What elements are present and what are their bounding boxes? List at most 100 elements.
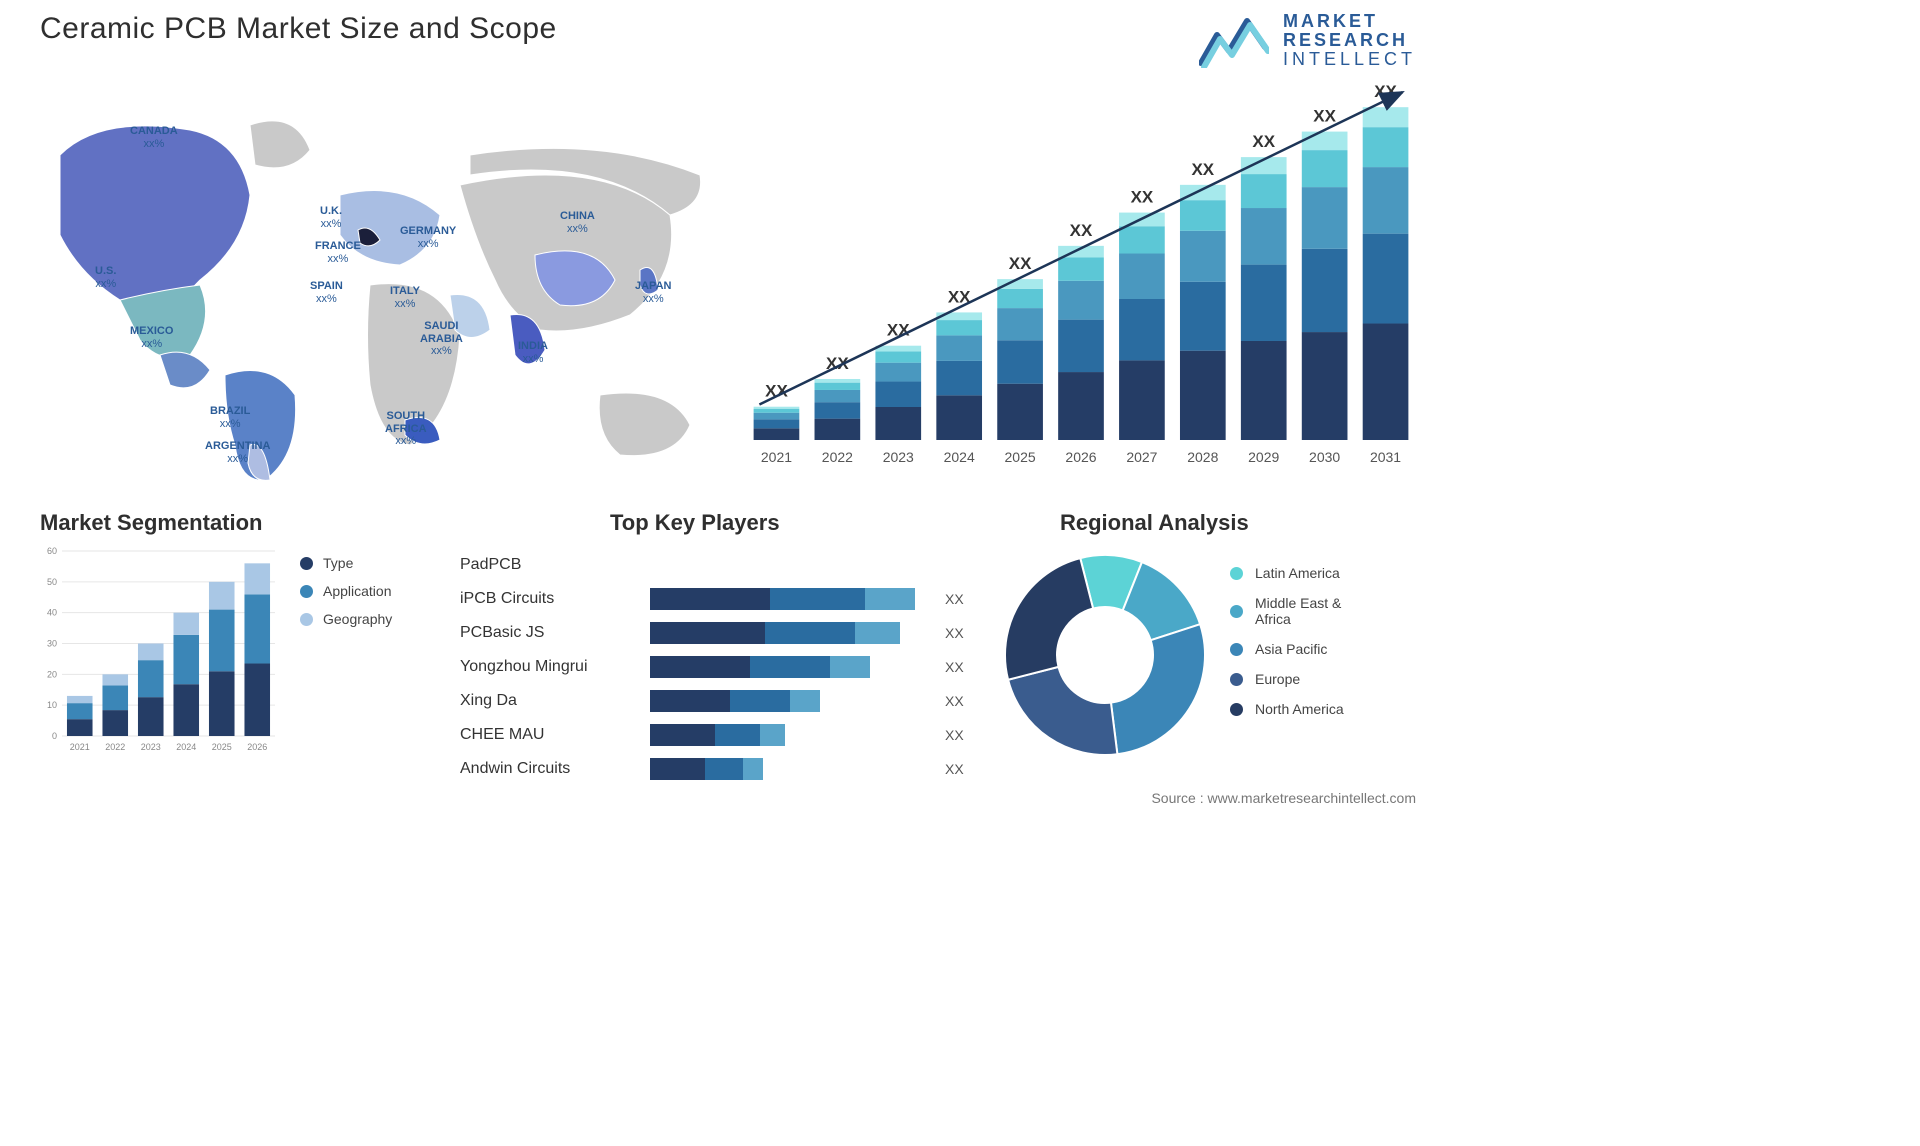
player-bar [650,656,930,678]
svg-text:2025: 2025 [1005,449,1036,465]
svg-text:XX: XX [1313,107,1336,126]
player-bar [650,758,930,780]
player-row: PadPCB [460,548,1000,582]
svg-text:XX: XX [1131,188,1154,207]
svg-text:2027: 2027 [1126,449,1157,465]
country-label: MEXICOxx% [130,325,173,350]
player-bar [650,724,930,746]
player-bar [650,588,930,610]
legend-item: North America [1230,701,1344,717]
logo-text: MARKET RESEARCH INTELLECT [1283,12,1416,69]
logo-line-1: MARKET [1283,12,1416,31]
regional-panel: Regional Analysis Latin AmericaMiddle Ea… [1000,510,1420,536]
country-label: GERMANYxx% [400,225,456,250]
player-row: Xing Da XX [460,684,1000,718]
segmentation-panel: Market Segmentation 0 10 20 30 40 50 60 2021 202… [40,510,440,761]
logo-mark-icon [1199,13,1269,68]
legend-item: Europe [1230,671,1344,687]
legend-item: Asia Pacific [1230,641,1344,657]
svg-text:2022: 2022 [105,742,125,752]
country-label: ARGENTINAxx% [205,440,270,465]
player-name: Andwin Circuits [460,760,650,778]
country-label: U.K.xx% [320,205,342,230]
player-row: PCBasic JS XX [460,616,1000,650]
page-root: Ceramic PCB Market Size and Scope MARKET… [0,0,1456,816]
logo-line-3: INTELLECT [1283,50,1416,69]
country-label: SAUDIARABIAxx% [420,320,463,358]
country-label: U.S.xx% [95,265,116,290]
player-value: XX [945,659,964,675]
svg-text:XX: XX [1191,160,1214,179]
svg-text:30: 30 [47,639,57,649]
svg-text:2023: 2023 [141,742,161,752]
svg-text:0: 0 [52,731,57,741]
svg-text:2024: 2024 [176,742,196,752]
country-label: ITALYxx% [390,285,420,310]
player-name: Yongzhou Mingrui [460,658,650,676]
country-label: SPAINxx% [310,280,343,305]
regional-donut-chart [1000,550,1210,760]
svg-text:60: 60 [47,546,57,556]
player-name: Xing Da [460,692,650,710]
svg-text:10: 10 [47,700,57,710]
country-label: JAPANxx% [635,280,671,305]
players-list: PadPCBiPCB CircuitsXXPCBasic JSXXYongzho… [460,548,1000,786]
country-label: BRAZILxx% [210,405,250,430]
country-label: FRANCExx% [315,240,361,265]
player-row: CHEE MAU XX [460,718,1000,752]
svg-text:2025: 2025 [212,742,232,752]
svg-text:2023: 2023 [883,449,914,465]
logo-line-2: RESEARCH [1283,31,1416,50]
page-title: Ceramic PCB Market Size and Scope [40,12,557,46]
player-value: XX [945,625,964,641]
svg-text:2021: 2021 [70,742,90,752]
svg-text:2030: 2030 [1309,449,1340,465]
segmentation-heading: Market Segmentation [40,510,440,536]
svg-text:2026: 2026 [247,742,267,752]
legend-item: Latin America [1230,565,1344,581]
player-name: CHEE MAU [460,726,650,744]
country-label: CHINAxx% [560,210,595,235]
svg-text:XX: XX [1009,254,1032,273]
legend-item: Application [300,583,392,599]
player-name: PCBasic JS [460,624,650,642]
brand-logo: MARKET RESEARCH INTELLECT [1199,12,1416,69]
svg-text:2024: 2024 [944,449,975,465]
svg-text:2028: 2028 [1187,449,1218,465]
svg-text:XX: XX [1252,132,1275,151]
segmentation-legend: TypeApplicationGeography [300,555,392,639]
player-value: XX [945,761,964,777]
player-row: Andwin Circuits XX [460,752,1000,786]
svg-text:20: 20 [47,669,57,679]
market-size-bar-chart: XX2021XX2022XX2023XX2024XX2025XX2026XX20… [746,85,1416,475]
svg-text:2029: 2029 [1248,449,1279,465]
svg-text:XX: XX [1374,85,1397,101]
country-label: SOUTHAFRICAxx% [385,410,427,448]
country-label: INDIAxx% [518,340,548,365]
legend-item: Middle East &Africa [1230,595,1344,627]
player-value: XX [945,591,964,607]
world-map-panel: CANADAxx% U.S.xx% MEXICOxx% BRAZILxx% ARGENT… [40,85,720,485]
player-name: iPCB Circuits [460,590,650,608]
player-name: PadPCB [460,556,650,574]
country-label: CANADAxx% [130,125,178,150]
regional-heading: Regional Analysis [1060,510,1420,536]
regional-legend: Latin America Middle East &Africa Asia Pac… [1230,565,1344,731]
player-bar [650,690,930,712]
player-bar [650,622,930,644]
svg-text:2021: 2021 [761,449,792,465]
svg-text:2031: 2031 [1370,449,1401,465]
svg-text:2026: 2026 [1065,449,1096,465]
svg-text:50: 50 [47,577,57,587]
source-attribution: Source : www.marketresearchintellect.com [1151,790,1416,806]
player-bar [650,554,930,576]
player-value: XX [945,693,964,709]
key-players-panel: Top Key Players PadPCBiPCB CircuitsXXPCB… [460,510,1000,786]
player-row: Yongzhou Mingrui XX [460,650,1000,684]
legend-item: Geography [300,611,392,627]
svg-text:XX: XX [1070,221,1093,240]
svg-text:40: 40 [47,608,57,618]
player-row: iPCB Circuits XX [460,582,1000,616]
players-heading: Top Key Players [610,510,1000,536]
player-value: XX [945,727,964,743]
